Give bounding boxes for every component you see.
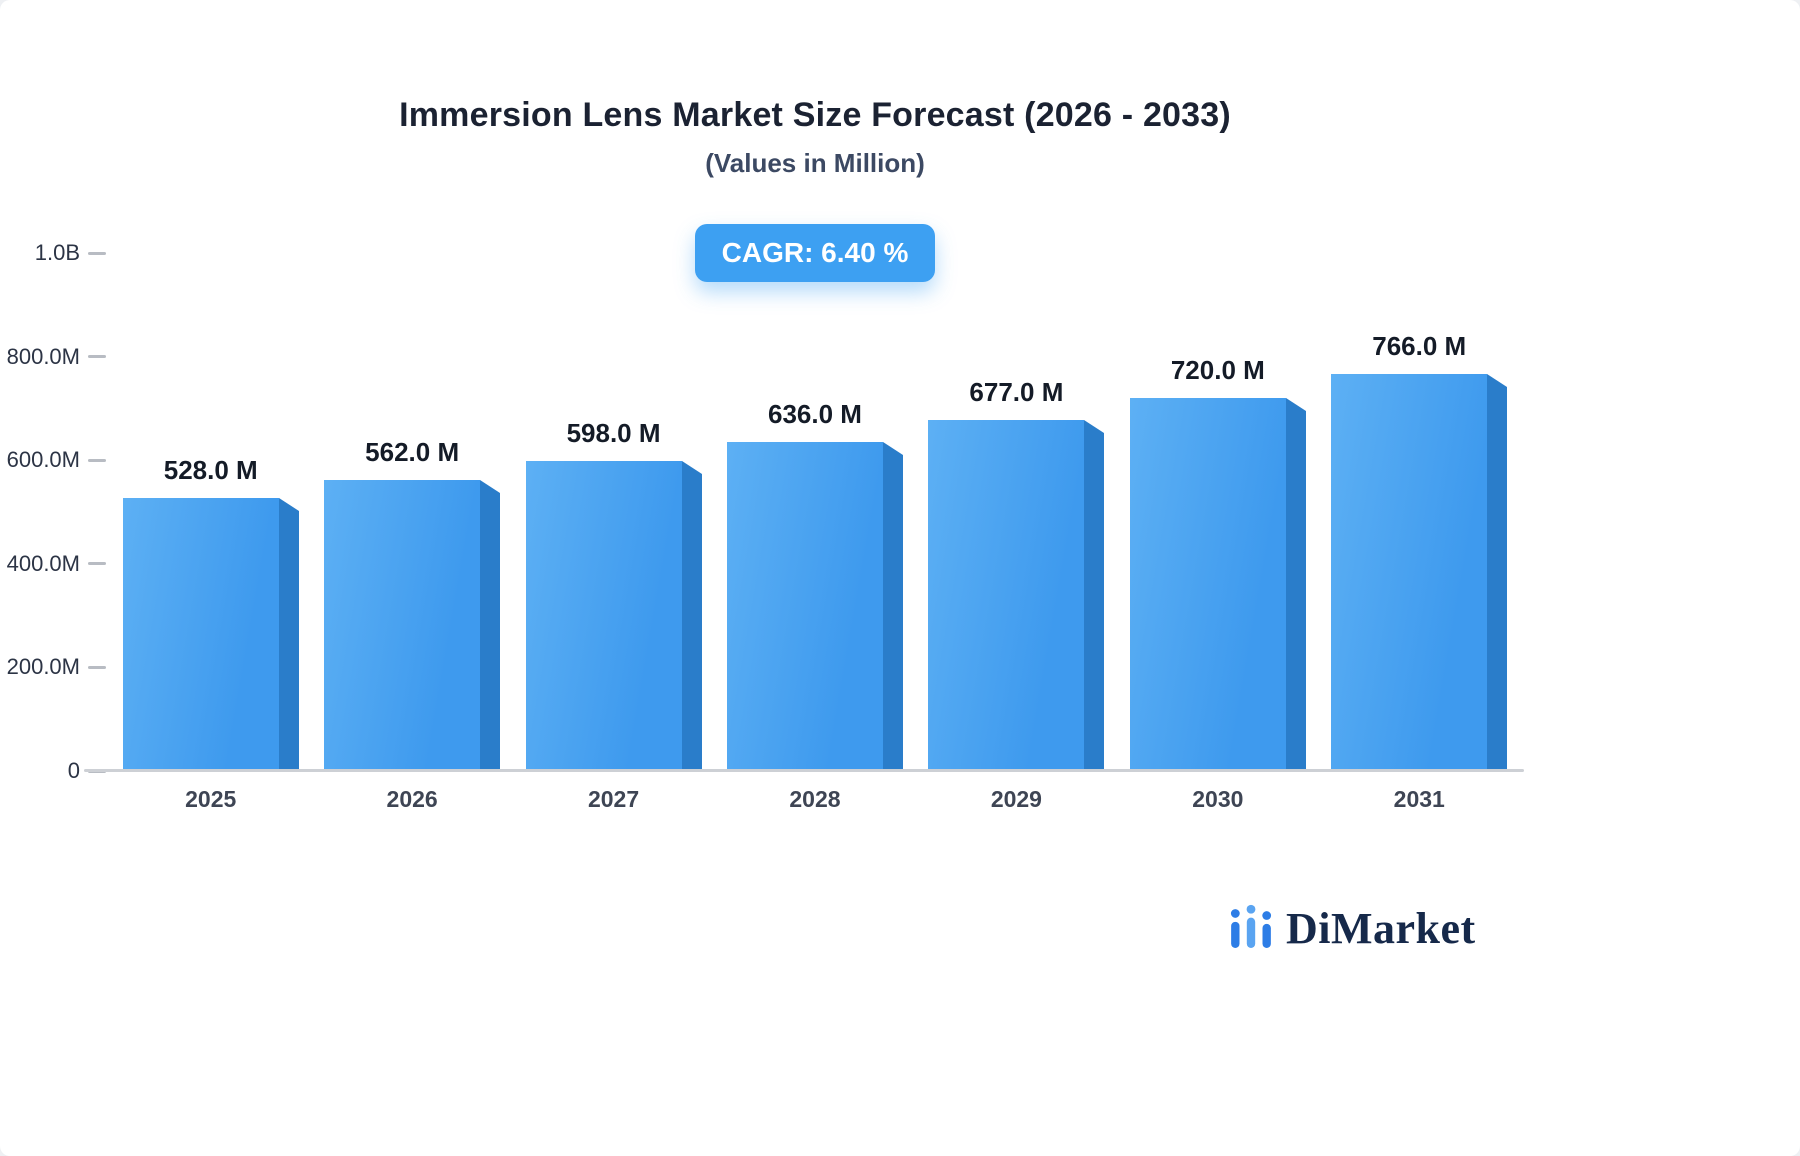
y-tick-mark [88,355,106,359]
bar [324,479,501,771]
y-axis-tick: 400.0M [2,551,106,577]
bar-bevel [1487,374,1508,388]
x-axis-label: 2031 [1393,786,1445,812]
bar [1129,398,1306,771]
bar-bevel [480,479,501,493]
bar-side [278,510,299,771]
bar-group: 528.0 M [110,454,311,771]
bar [122,497,299,771]
chart-title: Immersion Lens Market Size Forecast (202… [399,96,1231,134]
bar-side [882,454,903,771]
y-axis-tick: 200.0M [2,654,106,680]
y-axis-tick: 1.0B [2,240,106,266]
x-axis-baseline [84,769,1524,772]
y-axis-tick: 800.0M [2,344,106,370]
bar-bevel [1285,398,1306,411]
y-axis-label: 200.0M [6,654,80,680]
x-axis-label: 2029 [990,786,1042,812]
bar [525,461,702,771]
bar-group: 636.0 M [714,399,915,771]
x-axis-label: 2026 [386,786,438,812]
brand-logo: DiMarket [1228,903,1476,954]
y-axis: 0 200.0M 400.0M 600.0M 800.0M 1.0B [0,240,106,783]
brand-name: DiMarket [1286,904,1476,953]
bar-face [525,461,682,771]
bar-face [726,441,883,771]
bar-value-label: 598.0 M [566,418,661,449]
y-axis-label: 600.0M [6,447,80,473]
y-axis-label: 1.0B [34,240,80,265]
bar-bevel [681,461,702,475]
bar-bevel [882,441,903,455]
bar-value-label: 677.0 M [969,377,1064,408]
bar [1331,374,1508,771]
bar-value-label: 636.0 M [768,398,862,429]
x-axis: 2025 2026 2027 2028 2029 2030 2031 [110,786,1520,813]
bar-chart-logo-icon [1228,904,1274,953]
bar-group: 598.0 M [513,418,714,771]
bar-side [681,474,702,771]
bar-face [1129,398,1286,771]
bar-face [324,479,481,771]
bar-face [1331,374,1488,771]
bar-side [1084,433,1105,771]
bar-value-label: 528.0 M [163,454,258,485]
y-axis-label: 800.0M [6,343,80,369]
bar-bevel [278,497,299,511]
y-tick-mark [88,562,106,566]
bar-group: 766.0 M [1319,331,1520,771]
bar-bevel [1084,420,1105,434]
bar-face [122,497,279,771]
chart-subtitle: (Values in Million) [705,148,925,178]
bar [928,420,1105,771]
bar-side [1487,387,1508,771]
bar [726,441,903,771]
x-axis-label: 2028 [789,786,841,812]
bar-group: 677.0 M [916,377,1117,771]
x-axis-label: 2025 [185,786,237,812]
y-tick-mark [88,665,106,669]
y-tick-mark [88,458,106,462]
bar-group: 720.0 M [1117,355,1318,771]
cagr-badge: CAGR: 6.40 % [694,224,936,282]
x-axis-label: 2030 [1192,786,1244,812]
plot-area: 528.0 M 562.0 M 598.0 M 636.0 M 677.0 M 720.0… [110,253,1520,771]
bar-value-label: 562.0 M [365,436,460,467]
y-axis-label: 0 [67,758,80,783]
bar-value-label: 720.0 M [1170,355,1265,385]
y-axis-label: 400.0M [6,550,80,576]
bar-face [928,420,1085,771]
bar-group: 562.0 M [311,437,512,771]
cagr-badge-wrap: CAGR: 6.40 % [0,224,1630,282]
y-tick-mark [88,251,106,255]
y-axis-tick: 600.0M [2,447,106,473]
bar-value-label: 766.0 M [1372,331,1467,362]
bar-side [480,492,501,771]
bar-side [1285,411,1306,771]
x-axis-label: 2027 [587,786,640,812]
